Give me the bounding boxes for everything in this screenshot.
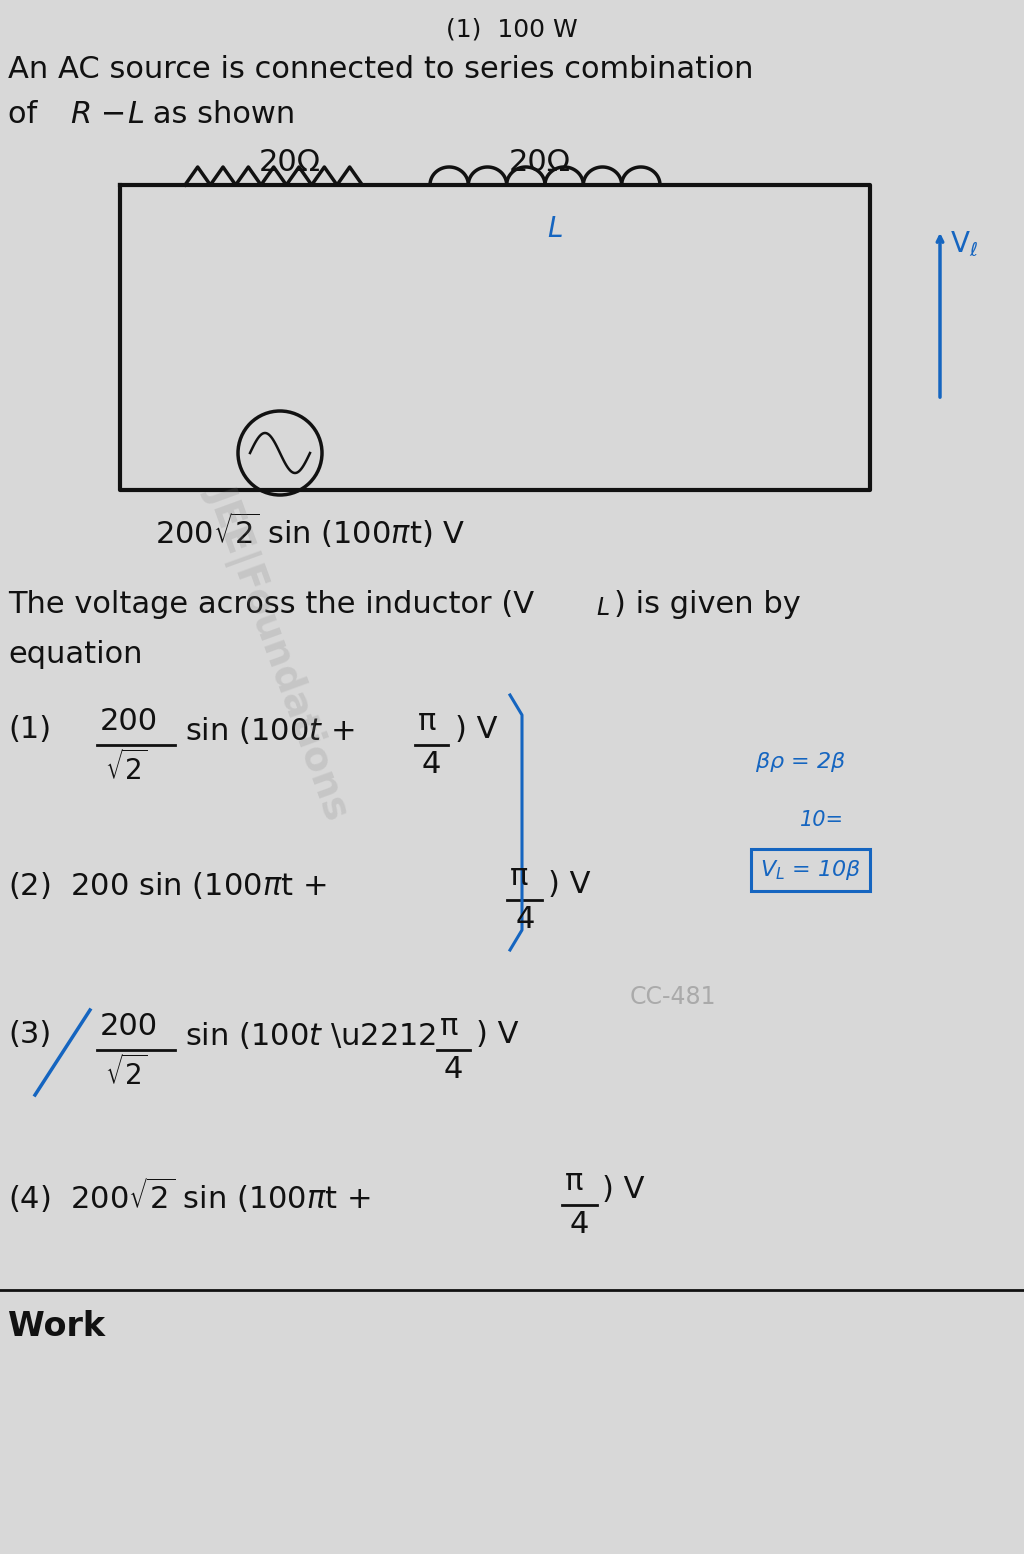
Text: An AC source is connected to series combination: An AC source is connected to series comb…	[8, 54, 754, 84]
Text: R: R	[70, 99, 91, 129]
Text: equation: equation	[8, 640, 142, 670]
Text: L: L	[547, 214, 563, 242]
Text: 20Ω: 20Ω	[259, 148, 321, 177]
Text: 4: 4	[444, 1055, 464, 1085]
Text: V$_L$ = 10$\beta$: V$_L$ = 10$\beta$	[760, 858, 861, 883]
Text: $\beta\rho$ = 2$\beta$: $\beta\rho$ = 2$\beta$	[755, 751, 846, 774]
Text: (2)  200 sin (100$\pi$t +: (2) 200 sin (100$\pi$t +	[8, 870, 327, 901]
Text: JEE|Foundations: JEE|Foundations	[200, 480, 357, 824]
Text: ) V: ) V	[602, 1175, 644, 1204]
Text: $\sqrt{2}$: $\sqrt{2}$	[105, 751, 148, 786]
Text: ) V: ) V	[455, 715, 498, 744]
Text: π: π	[418, 707, 436, 737]
Text: 20Ω: 20Ω	[509, 148, 571, 177]
Text: V$_\ell$: V$_\ell$	[950, 230, 978, 260]
Text: as shown: as shown	[143, 99, 295, 129]
Text: sin (100$t$ \u2212: sin (100$t$ \u2212	[185, 1019, 436, 1051]
Text: (3): (3)	[8, 1019, 51, 1049]
Text: The voltage across the inductor (V: The voltage across the inductor (V	[8, 591, 535, 618]
Text: (1): (1)	[8, 715, 51, 744]
Text: (4)  200$\sqrt{2}$ sin (100$\pi$t +: (4) 200$\sqrt{2}$ sin (100$\pi$t +	[8, 1175, 371, 1215]
Text: π: π	[565, 1167, 584, 1197]
Text: of: of	[8, 99, 47, 129]
Text: 4: 4	[516, 904, 536, 934]
Text: ) V: ) V	[548, 870, 591, 900]
Text: CC-481: CC-481	[630, 985, 717, 1009]
Text: sin (100$t$ +: sin (100$t$ +	[185, 715, 354, 746]
Text: L: L	[127, 99, 144, 129]
Text: π: π	[510, 862, 528, 890]
Text: ) V: ) V	[476, 1019, 518, 1049]
Text: L: L	[596, 597, 609, 620]
Text: 200$\sqrt{2}$ sin (100$\pi$t) V: 200$\sqrt{2}$ sin (100$\pi$t) V	[155, 510, 465, 550]
Text: Work: Work	[8, 1310, 105, 1343]
Text: −: −	[91, 99, 136, 129]
Text: π: π	[440, 1012, 459, 1041]
Text: 10=: 10=	[800, 810, 844, 830]
Text: (1)  100 W: (1) 100 W	[446, 19, 578, 42]
Text: $\sqrt{2}$: $\sqrt{2}$	[105, 1055, 148, 1091]
Text: 4: 4	[422, 751, 441, 779]
Text: ) is given by: ) is given by	[614, 591, 801, 618]
Text: 200: 200	[100, 707, 158, 737]
Text: 200: 200	[100, 1012, 158, 1041]
Text: 4: 4	[570, 1211, 590, 1239]
